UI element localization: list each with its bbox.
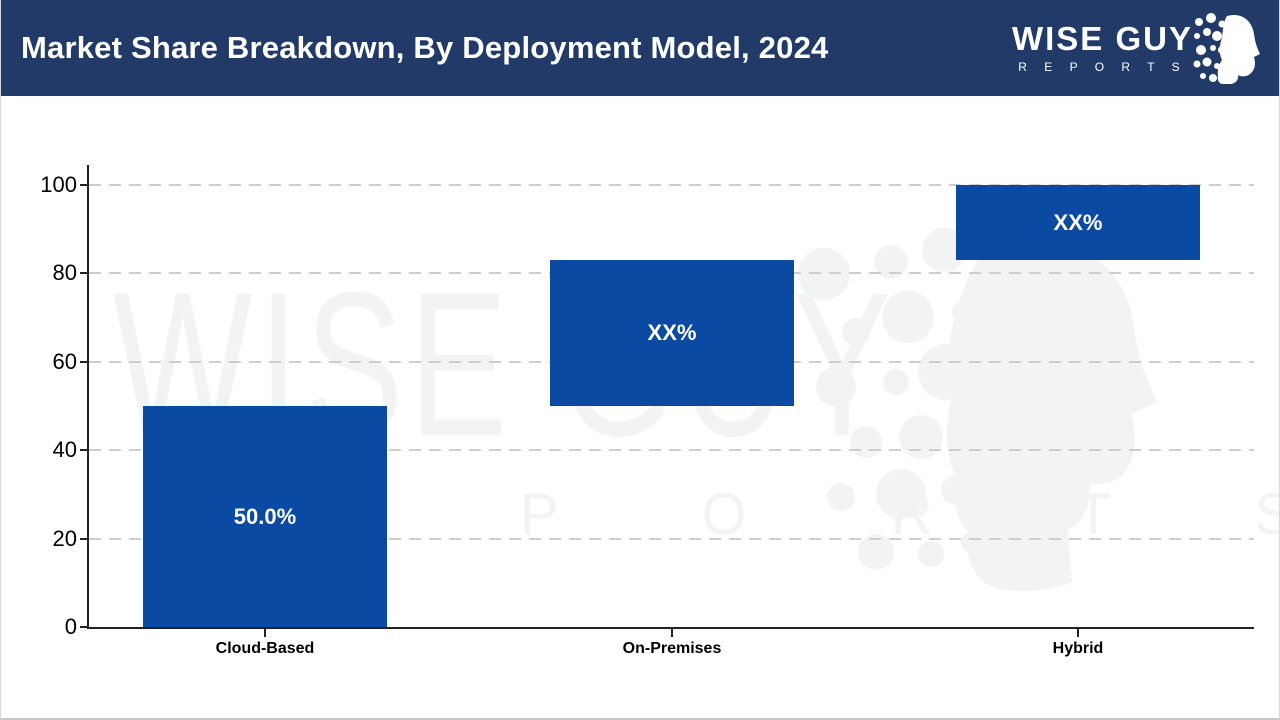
brand-subtitle: R E P O R T S — [1018, 60, 1187, 74]
header-bar: Market Share Breakdown, By Deployment Mo… — [1, 0, 1279, 96]
brand-text: WISE GUY R E P O R T S — [1012, 22, 1193, 74]
y-tick-label-60: 60 — [52, 348, 77, 374]
gridline-40 — [89, 449, 1254, 452]
y-tick-label-100: 100 — [40, 172, 77, 197]
bar-cloud-based[interactable]: 50.0% — [143, 406, 387, 627]
bar-value-label: XX% — [1053, 209, 1103, 235]
bar-hybrid[interactable]: XX% — [956, 185, 1200, 261]
y-tick-80 — [80, 272, 89, 275]
y-tick-60 — [80, 360, 89, 363]
y-tick-label-0: 0 — [64, 614, 77, 639]
x-tick-2 — [1077, 629, 1079, 637]
bar-value-label: 50.0% — [233, 503, 297, 529]
x-tick-1 — [671, 629, 673, 637]
brand-logo: WISE GUY R E P O R T S — [1012, 10, 1263, 86]
x-category-label: Hybrid — [1052, 640, 1104, 657]
brand-face-icon — [1193, 13, 1260, 85]
chart-title: Market Share Breakdown, By Deployment Mo… — [21, 30, 829, 65]
y-tick-0 — [80, 626, 89, 628]
bar-on-premises[interactable]: XX% — [550, 260, 794, 406]
bar-value-label: XX% — [647, 320, 697, 346]
y-tick-100 — [80, 184, 89, 186]
y-tick-40 — [80, 449, 89, 452]
x-tick-0 — [264, 629, 266, 637]
x-category-label: Cloud-Based — [215, 640, 315, 657]
y-tick-20 — [80, 537, 89, 540]
brand-name: WISE GUY — [1011, 20, 1193, 57]
x-category-label: On-Premises — [622, 640, 722, 657]
x-axis — [87, 627, 1254, 629]
y-tick-label-20: 20 — [52, 525, 77, 551]
gridline-100 — [89, 184, 1254, 186]
y-axis — [87, 165, 89, 629]
gridline-20 — [89, 537, 1254, 540]
y-tick-label-40: 40 — [52, 437, 77, 463]
y-tick-label-80: 80 — [52, 260, 77, 286]
